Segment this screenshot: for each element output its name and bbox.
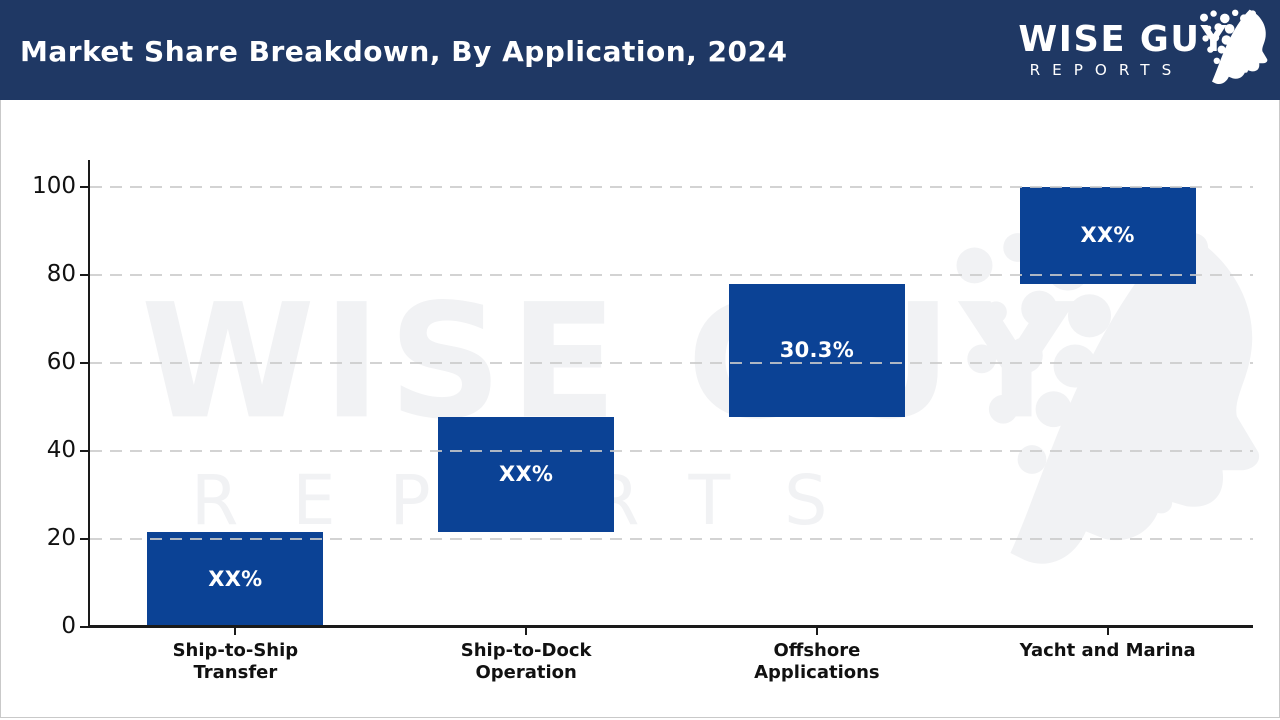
wiseguy-logo [1012, 8, 1268, 88]
y-tick-label: 20 [46, 525, 76, 551]
y-tick [80, 274, 88, 276]
y-tick [80, 538, 88, 540]
page-border-bottom [0, 717, 1280, 718]
bar: XX% [438, 417, 615, 532]
bar: XX% [1019, 187, 1196, 284]
x-tick [234, 628, 237, 635]
chart-title: Market Share Breakdown, By Application, … [20, 35, 788, 68]
x-tick [1106, 628, 1109, 635]
page-border-left [0, 100, 1, 717]
y-tick [80, 626, 88, 628]
y-tick [80, 450, 88, 452]
x-category-label: Ship-to-Ship Transfer [172, 640, 299, 683]
y-tick [80, 362, 88, 364]
y-tick-label: 60 [46, 349, 76, 375]
bar-value-label: XX% [208, 567, 263, 592]
y-tick-label: 80 [46, 261, 76, 287]
gridline [90, 538, 1253, 540]
report-header: Market Share Breakdown, By Application, … [0, 0, 1280, 100]
bar-value-label: 30.3% [779, 338, 855, 363]
y-tick-label: 100 [32, 173, 76, 199]
gridline [90, 362, 1253, 364]
bar: 30.3% [728, 283, 905, 418]
x-category-label: Ship-to-Dock Operation [460, 640, 592, 683]
x-tick [815, 628, 818, 635]
bar-value-label: XX% [498, 462, 554, 487]
x-category-label: Yacht and Marina [1019, 640, 1196, 661]
gridline [90, 450, 1253, 452]
x-category-label: Offshore Applications [754, 640, 880, 683]
bar-value-label: XX% [1080, 223, 1135, 248]
y-tick [80, 186, 88, 188]
bar: XX% [147, 531, 324, 627]
y-axis [88, 160, 90, 628]
gridline [90, 274, 1253, 276]
y-tick-label: 40 [46, 437, 76, 463]
y-tick-label: 0 [61, 613, 76, 639]
x-axis [88, 625, 1253, 628]
x-tick [525, 628, 528, 635]
gridline [90, 186, 1253, 188]
